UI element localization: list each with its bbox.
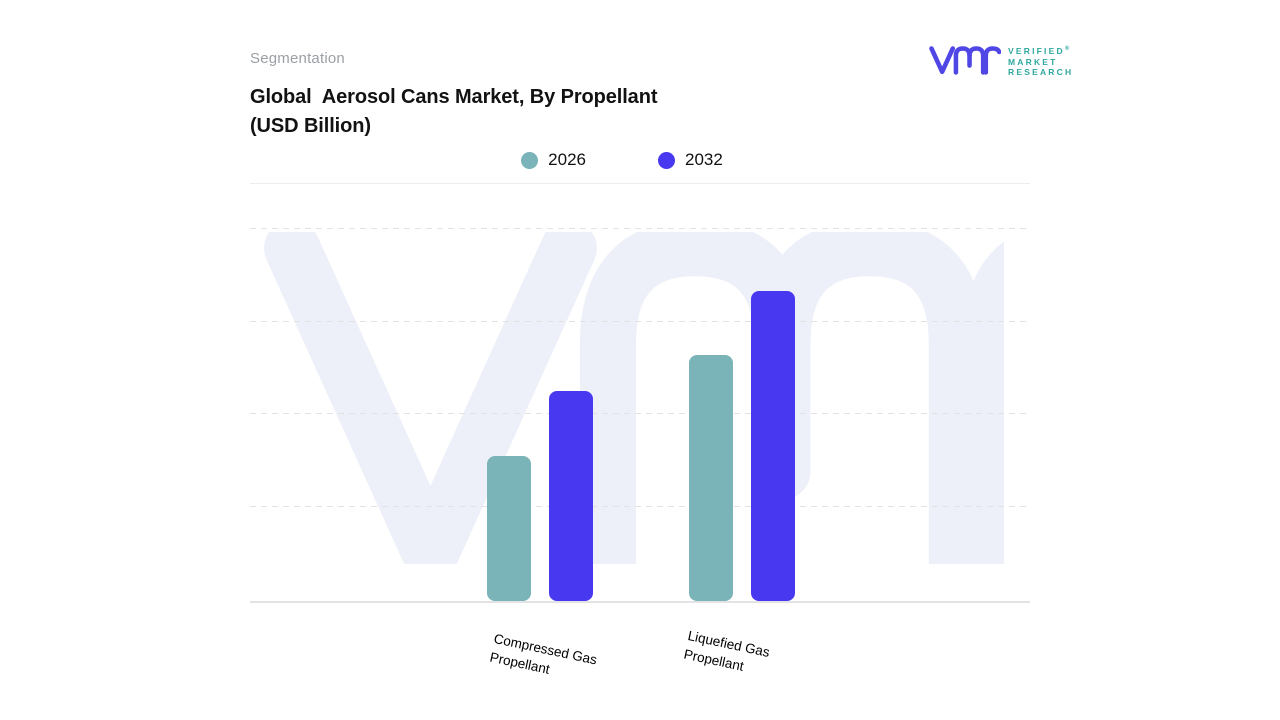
gridline-0 xyxy=(250,228,1030,229)
registered-mark: ® xyxy=(1064,46,1070,52)
vmr-logo: VERIFIED® MARKET RESEARCH xyxy=(929,40,1073,78)
plot-area xyxy=(250,225,1030,603)
legend-item-2026: 2026 xyxy=(521,150,586,170)
vmr-logo-icon xyxy=(929,46,1001,75)
logo-line-verified: VERIFIED® xyxy=(1008,46,1070,56)
gridline-3 xyxy=(250,505,1030,507)
x-axis-label-liquefied-gas-propellant: Liquefied Gas Propellant xyxy=(682,627,772,674)
vmr-logo-text: VERIFIED® MARKET RESEARCH xyxy=(1008,40,1073,78)
legend-swatch-2032 xyxy=(658,151,675,169)
gridline-1 xyxy=(250,320,1030,322)
legend-item-2032: 2032 xyxy=(658,150,723,170)
page-title: Global Aerosol Cans Market, By Propellan… xyxy=(250,86,658,137)
bar-2026-liquefied-gas-propellant xyxy=(689,355,733,601)
gridline-2 xyxy=(250,413,1030,414)
bar-2032-liquefied-gas-propellant xyxy=(751,291,795,601)
legend-swatch-2026 xyxy=(521,151,539,169)
logo-line-research: RESEARCH xyxy=(1008,67,1074,77)
x-axis-label-compressed-gas-propellant: Compressed Gas Propellant xyxy=(488,630,599,677)
legend-separator xyxy=(250,183,1030,184)
bar-2026-compressed-gas-propellant xyxy=(487,456,531,601)
legend-label: 2032 xyxy=(685,150,723,169)
logo-line-market: MARKET xyxy=(1008,56,1058,67)
legend-label: 2026 xyxy=(548,150,586,169)
bar-2032-compressed-gas-propellant xyxy=(549,391,593,601)
eyebrow-segmentation: Segmentation xyxy=(250,50,345,67)
legend: 2026 2032 xyxy=(232,150,1012,170)
